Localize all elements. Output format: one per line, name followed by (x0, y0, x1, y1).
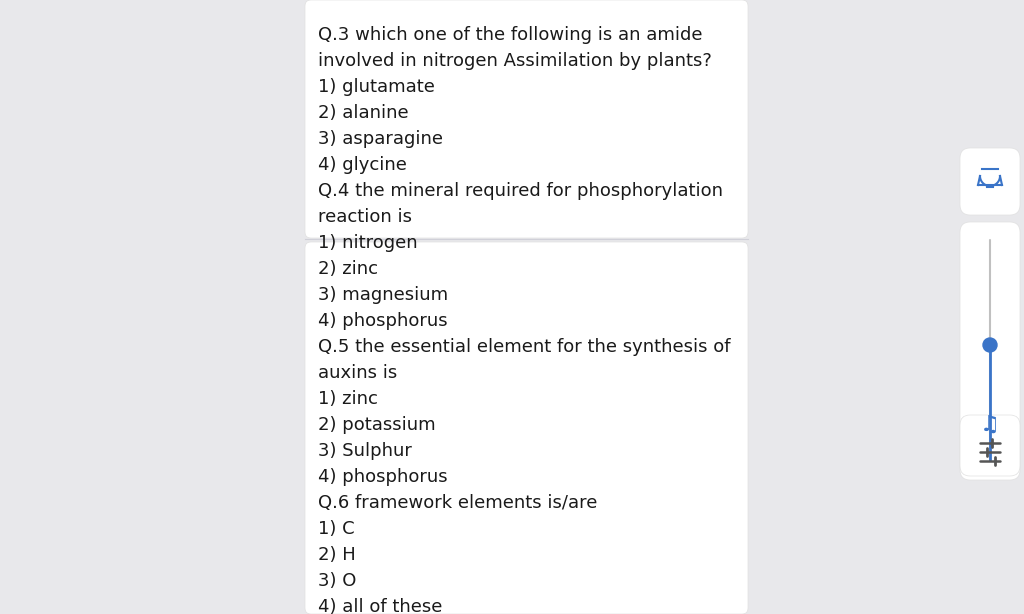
Text: 1) glutamate: 1) glutamate (318, 78, 435, 96)
Text: 2) zinc: 2) zinc (318, 260, 378, 278)
Text: 4) phosphorus: 4) phosphorus (318, 312, 447, 330)
Text: involved in nitrogen Assimilation by plants?: involved in nitrogen Assimilation by pla… (318, 52, 712, 70)
Text: 1) zinc: 1) zinc (318, 390, 378, 408)
FancyBboxPatch shape (305, 0, 748, 238)
Text: Q.6 framework elements is/are: Q.6 framework elements is/are (318, 494, 597, 512)
Text: 1) C: 1) C (318, 520, 354, 538)
Text: 2) potassium: 2) potassium (318, 416, 435, 434)
Text: 2) H: 2) H (318, 546, 355, 564)
Text: 4) glycine: 4) glycine (318, 156, 407, 174)
Circle shape (983, 338, 997, 352)
Text: auxins is: auxins is (318, 364, 397, 382)
FancyBboxPatch shape (305, 242, 748, 614)
Text: Q.4 the mineral required for phosphorylation: Q.4 the mineral required for phosphoryla… (318, 182, 723, 200)
Text: Q.3 which one of the following is an amide: Q.3 which one of the following is an ami… (318, 26, 702, 44)
Text: 4) phosphorus: 4) phosphorus (318, 468, 447, 486)
Text: 4) all of these: 4) all of these (318, 598, 442, 614)
Text: 1) nitrogen: 1) nitrogen (318, 234, 418, 252)
Text: ♫: ♫ (980, 415, 1000, 435)
Text: 2) alanine: 2) alanine (318, 104, 409, 122)
Text: reaction is: reaction is (318, 208, 412, 226)
Text: 3) O: 3) O (318, 572, 356, 590)
Text: 3) asparagine: 3) asparagine (318, 130, 443, 148)
FancyBboxPatch shape (961, 415, 1020, 476)
Text: Q.5 the essential element for the synthesis of: Q.5 the essential element for the synthe… (318, 338, 730, 356)
FancyBboxPatch shape (961, 222, 1020, 480)
Text: 3) Sulphur: 3) Sulphur (318, 442, 412, 460)
Text: 3) magnesium: 3) magnesium (318, 286, 449, 304)
FancyBboxPatch shape (961, 148, 1020, 215)
